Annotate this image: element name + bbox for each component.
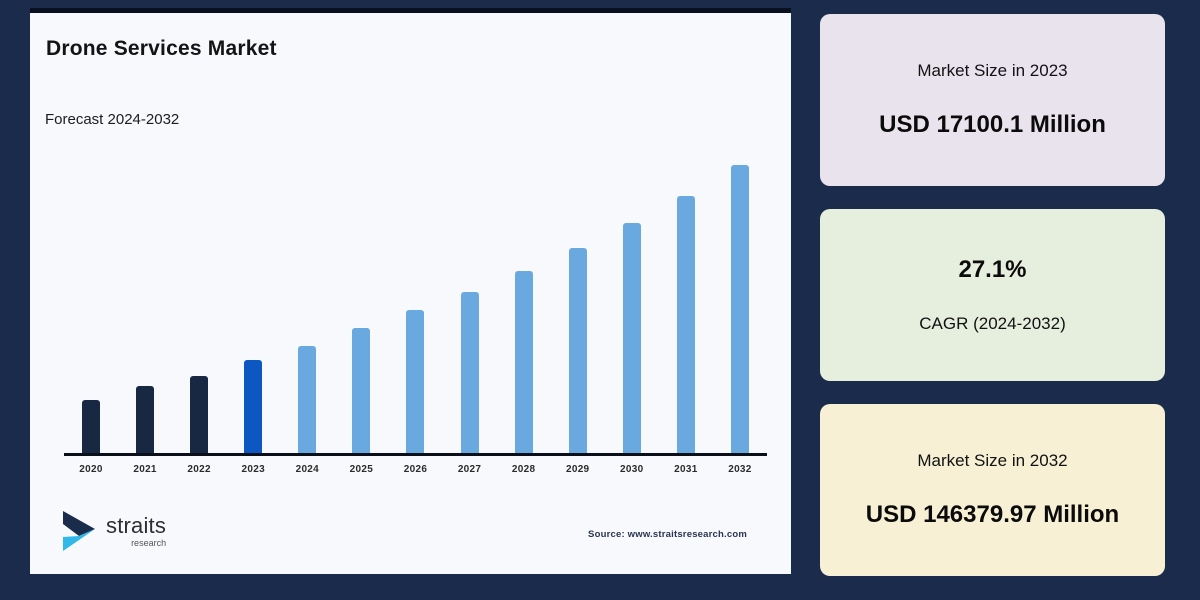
chart-title: Drone Services Market [46,37,277,60]
x-axis-label-2027: 2027 [457,464,482,475]
stat-card-market-size-2023: Market Size in 2023 USD 17100.1 Million [820,14,1165,186]
bar-2026 [406,310,425,453]
bar-2024 [298,346,317,453]
card-title: CAGR (2024-2032) [919,314,1066,333]
card-title: Market Size in 2032 [917,451,1068,470]
bar-2020 [82,400,100,453]
bar-2022 [190,376,209,453]
bar-2030 [622,223,641,453]
x-axis-label-2020: 2020 [79,464,103,475]
bar-column-2023: 2023 [242,360,265,475]
x-axis-label-2030: 2030 [620,464,644,475]
card-value: USD 146379.97 Million [865,501,1120,528]
logo-arrow-icon [63,511,95,551]
stat-cards-column: Market Size in 2023 USD 17100.1 Million … [820,14,1165,576]
bar-column-2027: 2027 [458,292,481,475]
bar-2027 [460,292,479,453]
bar-column-2032: 2032 [728,165,751,475]
logo-text: straits research [106,512,167,548]
bar-column-2031: 2031 [674,196,697,475]
x-axis-label-2031: 2031 [674,464,698,475]
card-value: USD 17100.1 Million [879,111,1106,138]
bar-2028 [514,271,533,453]
bar-2031 [676,196,695,453]
card-title: Market Size in 2023 [917,61,1068,80]
bar-column-2029: 2029 [566,248,589,475]
bar-2025 [352,328,371,453]
bar-2032 [730,165,749,453]
stat-card-market-size-2032: Market Size in 2032 USD 146379.97 Millio… [820,404,1165,576]
bar-column-2030: 2030 [620,223,643,475]
market-chart-panel: Drone Services Market Forecast 2024-2032… [30,8,791,574]
bar-2029 [568,248,587,453]
bar-column-2020: 2020 [79,400,102,475]
bar-column-2025: 2025 [350,328,373,475]
bar-column-2026: 2026 [404,310,427,475]
straits-research-logo: straits research [60,510,166,552]
card-value: 27.1% [958,256,1027,283]
logo-name: straits [106,512,167,538]
x-axis-label-2032: 2032 [728,464,752,475]
bar-column-2028: 2028 [512,271,535,475]
source-text: Source: www.straitsresearch.com [588,529,747,540]
bar-column-2021: 2021 [133,386,156,475]
x-axis-label-2026: 2026 [403,464,428,475]
x-axis-label-2022: 2022 [187,464,211,475]
x-axis-label-2023: 2023 [241,464,265,475]
x-axis-label-2024: 2024 [295,464,320,475]
x-axis-label-2029: 2029 [565,464,590,475]
x-axis-label-2025: 2025 [349,464,374,475]
chart-subtitle: Forecast 2024-2032 [45,111,180,128]
x-axis-label-2028: 2028 [511,464,536,475]
bar-2023 [244,360,263,453]
bar-chart: 2020 2021 2022 2023 2024 2025 2026 2027 2028 2029… [64,165,767,475]
bar-column-2024: 2024 [296,346,319,475]
bar-2021 [136,386,155,453]
logo-subtitle: research [131,537,167,548]
bar-column-2022: 2022 [187,376,211,475]
x-axis-label-2021: 2021 [133,464,157,475]
stat-card-cagr: CAGR (2024-2032) 27.1% [820,209,1165,381]
